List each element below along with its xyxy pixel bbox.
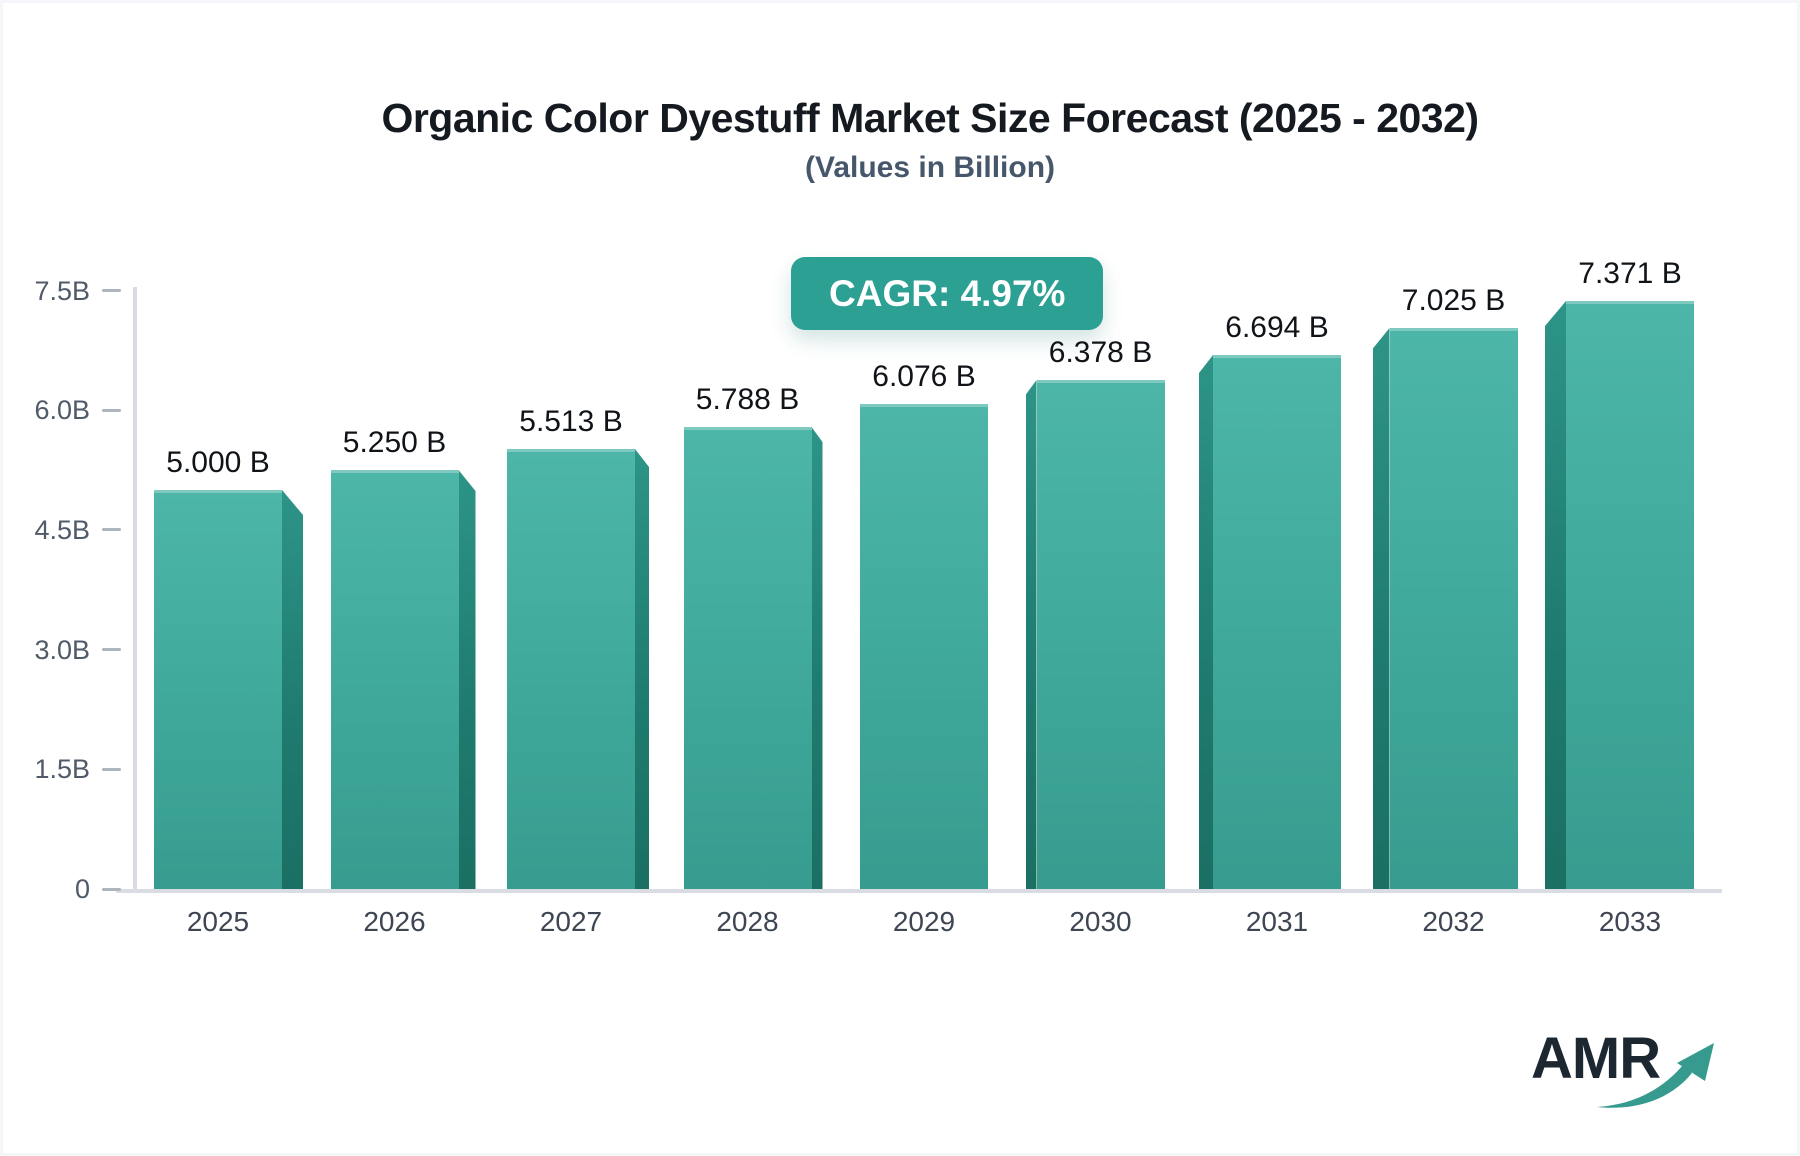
bar-2031 [1199, 355, 1341, 889]
bar-side-panel [1372, 328, 1390, 889]
bar-2026 [330, 470, 476, 889]
y-tick-label: 3.0B [34, 634, 90, 665]
bar-side-panel [282, 490, 303, 889]
y-tick-label: 7.5B [34, 275, 90, 306]
trend-up-arrow-icon [1597, 1043, 1714, 1108]
bar-face [683, 427, 812, 889]
x-tick-label-2032: 2032 [1422, 906, 1485, 937]
chart-subtitle: (Values in Billion) [804, 151, 1056, 184]
x-tick-label-2029: 2029 [892, 906, 956, 937]
bar-face [1036, 380, 1165, 889]
value-label-2031: 6.694 B [1225, 311, 1329, 344]
y-tick-mark [102, 648, 121, 652]
y-tick-label: 6.0B [34, 395, 90, 426]
bar-face [1566, 301, 1694, 889]
value-label-2033: 7.371 B [1578, 257, 1682, 290]
y-tick-label: 0 [74, 874, 90, 904]
bar-side-panel [458, 470, 476, 889]
y-tick-mark [102, 887, 121, 891]
bar-2025 [154, 490, 303, 889]
bar-2033 [1545, 301, 1694, 889]
bar-2030 [1025, 380, 1165, 889]
y-tick-label: 4.5B [34, 514, 90, 545]
value-label-2030: 6.378 B [1048, 336, 1153, 369]
x-tick-label-2025: 2025 [186, 906, 250, 937]
bar-face [1213, 355, 1341, 889]
y-tick-mark [102, 767, 121, 771]
x-tick-label-2028: 2028 [716, 906, 779, 937]
y-tick-mark [102, 408, 121, 412]
bar-side-panel [811, 427, 823, 889]
bar-face [1389, 328, 1518, 889]
bar-side-panel [1199, 355, 1213, 889]
value-label-2032: 7.025 B [1401, 284, 1506, 317]
y-axis-line [133, 287, 137, 893]
value-label-2025: 5.000 B [166, 446, 270, 479]
amr-logo-text: AMR [1531, 1026, 1661, 1091]
bar-side-panel [1025, 380, 1037, 889]
value-label-2027: 5.513 B [519, 405, 623, 438]
amr-logo: AMR [1531, 1025, 1741, 1125]
bar-2027 [507, 449, 649, 889]
bar-side-panel [635, 449, 649, 889]
bar-2029 [860, 404, 988, 889]
chart-title: Organic Color Dyestuff Market Size Forec… [381, 95, 1479, 141]
x-axis-line [116, 889, 1722, 893]
x-tick-label-2027: 2027 [539, 906, 603, 937]
value-label-2028: 5.788 B [695, 383, 800, 416]
x-tick-label-2026: 2026 [363, 906, 426, 937]
value-label-2029: 6.076 B [872, 360, 976, 393]
y-tick-mark [102, 528, 121, 532]
bar-side-panel [1545, 301, 1566, 889]
bar-face [860, 404, 988, 889]
bar-face [330, 470, 459, 889]
bar-face [154, 490, 282, 889]
x-tick-label-2030: 2030 [1069, 906, 1132, 937]
bar-2028 [683, 427, 823, 889]
value-label-2026: 5.250 B [342, 426, 447, 459]
x-tick-label-2031: 2031 [1245, 906, 1309, 937]
bar-2032 [1372, 328, 1518, 889]
cagr-badge: CAGR: 4.97% [791, 257, 1104, 330]
x-tick-label-2033: 2033 [1598, 906, 1662, 937]
y-tick-label: 1.5B [34, 754, 90, 785]
y-tick-mark [102, 289, 121, 292]
bar-face [507, 449, 635, 889]
